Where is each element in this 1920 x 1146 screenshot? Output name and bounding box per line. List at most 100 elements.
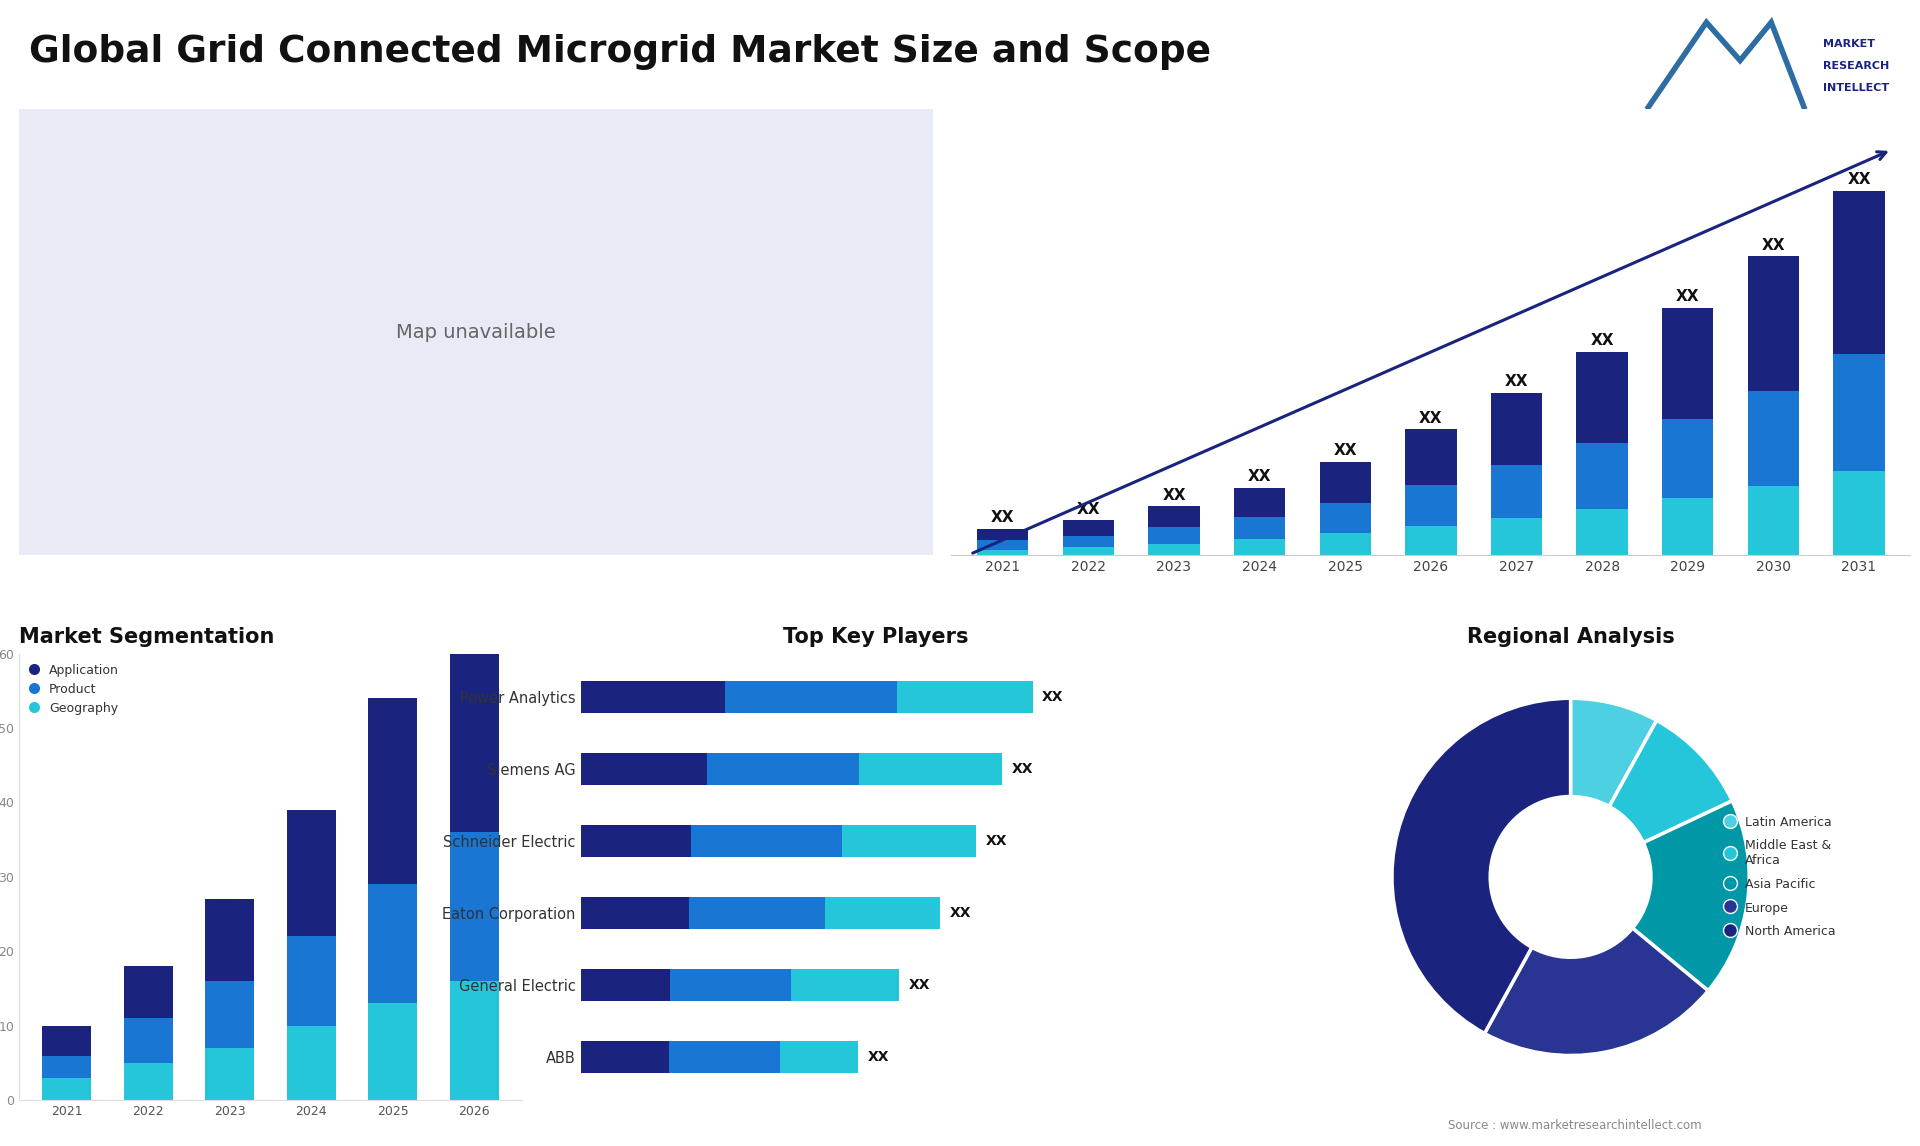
- Text: INTELLECT: INTELLECT: [1824, 83, 1889, 93]
- Bar: [1062, 520, 1114, 535]
- Bar: [1062, 535, 1114, 547]
- Text: XX: XX: [1012, 762, 1033, 776]
- Bar: [841, 825, 977, 857]
- Bar: [1834, 190, 1885, 354]
- Text: XX: XX: [1248, 469, 1271, 484]
- Circle shape: [1490, 796, 1651, 957]
- Title: Regional Analysis: Regional Analysis: [1467, 627, 1674, 646]
- Bar: [977, 540, 1029, 550]
- Wedge shape: [1632, 801, 1749, 991]
- Text: XX: XX: [1763, 237, 1786, 252]
- Bar: [580, 968, 670, 1002]
- Bar: [1319, 533, 1371, 556]
- Bar: [1148, 543, 1200, 556]
- Title: Top Key Players: Top Key Players: [783, 627, 970, 646]
- Text: XX: XX: [1419, 410, 1442, 425]
- Bar: [1576, 352, 1628, 444]
- Bar: [449, 832, 499, 981]
- Bar: [369, 885, 417, 1004]
- Text: XX: XX: [1676, 289, 1699, 304]
- Bar: [1663, 499, 1713, 556]
- Bar: [1405, 429, 1457, 485]
- Bar: [123, 1063, 173, 1100]
- Bar: [286, 936, 336, 1026]
- Bar: [1148, 507, 1200, 527]
- Wedge shape: [1392, 698, 1571, 1034]
- Bar: [1576, 444, 1628, 509]
- Bar: [791, 968, 899, 1002]
- Bar: [1235, 539, 1284, 556]
- Bar: [1062, 547, 1114, 556]
- Text: RESEARCH: RESEARCH: [1824, 61, 1889, 71]
- Text: XX: XX: [1334, 444, 1357, 458]
- Bar: [1747, 486, 1799, 556]
- Bar: [1747, 391, 1799, 486]
- Bar: [1490, 518, 1542, 556]
- Bar: [670, 968, 791, 1002]
- Bar: [286, 1026, 336, 1100]
- Bar: [897, 681, 1033, 713]
- Bar: [580, 825, 691, 857]
- Bar: [123, 1019, 173, 1063]
- Text: Map unavailable: Map unavailable: [396, 323, 555, 342]
- Bar: [42, 1055, 90, 1078]
- Wedge shape: [1571, 698, 1657, 807]
- Bar: [1235, 487, 1284, 517]
- Bar: [1834, 354, 1885, 471]
- Bar: [1747, 257, 1799, 391]
- Bar: [580, 896, 689, 929]
- Text: XX: XX: [1590, 333, 1615, 348]
- Text: XX: XX: [1043, 690, 1064, 704]
- Bar: [449, 981, 499, 1100]
- Bar: [42, 1078, 90, 1100]
- Bar: [1319, 503, 1371, 533]
- Bar: [1405, 485, 1457, 526]
- Bar: [707, 753, 858, 785]
- Text: Global Grid Connected Microgrid Market Size and Scope: Global Grid Connected Microgrid Market S…: [29, 33, 1212, 70]
- Bar: [1663, 418, 1713, 499]
- Bar: [1834, 471, 1885, 556]
- Bar: [205, 900, 253, 981]
- Bar: [726, 681, 897, 713]
- Text: XX: XX: [1847, 172, 1870, 187]
- Text: XX: XX: [950, 905, 972, 920]
- Bar: [286, 810, 336, 936]
- Bar: [977, 528, 1029, 540]
- Bar: [369, 698, 417, 885]
- Bar: [580, 753, 707, 785]
- Bar: [977, 550, 1029, 556]
- Wedge shape: [1484, 928, 1709, 1055]
- Bar: [123, 966, 173, 1019]
- Wedge shape: [1609, 721, 1732, 842]
- Bar: [670, 1041, 780, 1073]
- Bar: [1490, 393, 1542, 465]
- Bar: [205, 981, 253, 1049]
- Text: Market Segmentation: Market Segmentation: [19, 627, 275, 646]
- Bar: [858, 753, 1002, 785]
- Bar: [205, 1049, 253, 1100]
- Legend: Latin America, Middle East &
Africa, Asia Pacific, Europe, North America: Latin America, Middle East & Africa, Asi…: [1720, 810, 1841, 943]
- Bar: [449, 594, 499, 832]
- Text: XX: XX: [1505, 375, 1528, 390]
- Text: XX: XX: [868, 1050, 889, 1063]
- Bar: [369, 1004, 417, 1100]
- Bar: [580, 681, 726, 713]
- Text: XX: XX: [985, 834, 1008, 848]
- Bar: [1148, 527, 1200, 543]
- Text: Source : www.marketresearchintellect.com: Source : www.marketresearchintellect.com: [1448, 1120, 1701, 1132]
- Text: XX: XX: [991, 510, 1014, 525]
- Bar: [691, 825, 841, 857]
- Text: XX: XX: [908, 978, 929, 992]
- Bar: [1663, 307, 1713, 418]
- Bar: [1405, 526, 1457, 556]
- Bar: [1490, 465, 1542, 518]
- Bar: [580, 1041, 670, 1073]
- Bar: [826, 896, 941, 929]
- Bar: [689, 896, 826, 929]
- Text: MARKET: MARKET: [1824, 39, 1876, 49]
- Bar: [1576, 509, 1628, 556]
- Text: XX: XX: [1162, 488, 1187, 503]
- Bar: [42, 1026, 90, 1055]
- Bar: [1319, 462, 1371, 503]
- Legend: Application, Product, Geography: Application, Product, Geography: [25, 660, 123, 719]
